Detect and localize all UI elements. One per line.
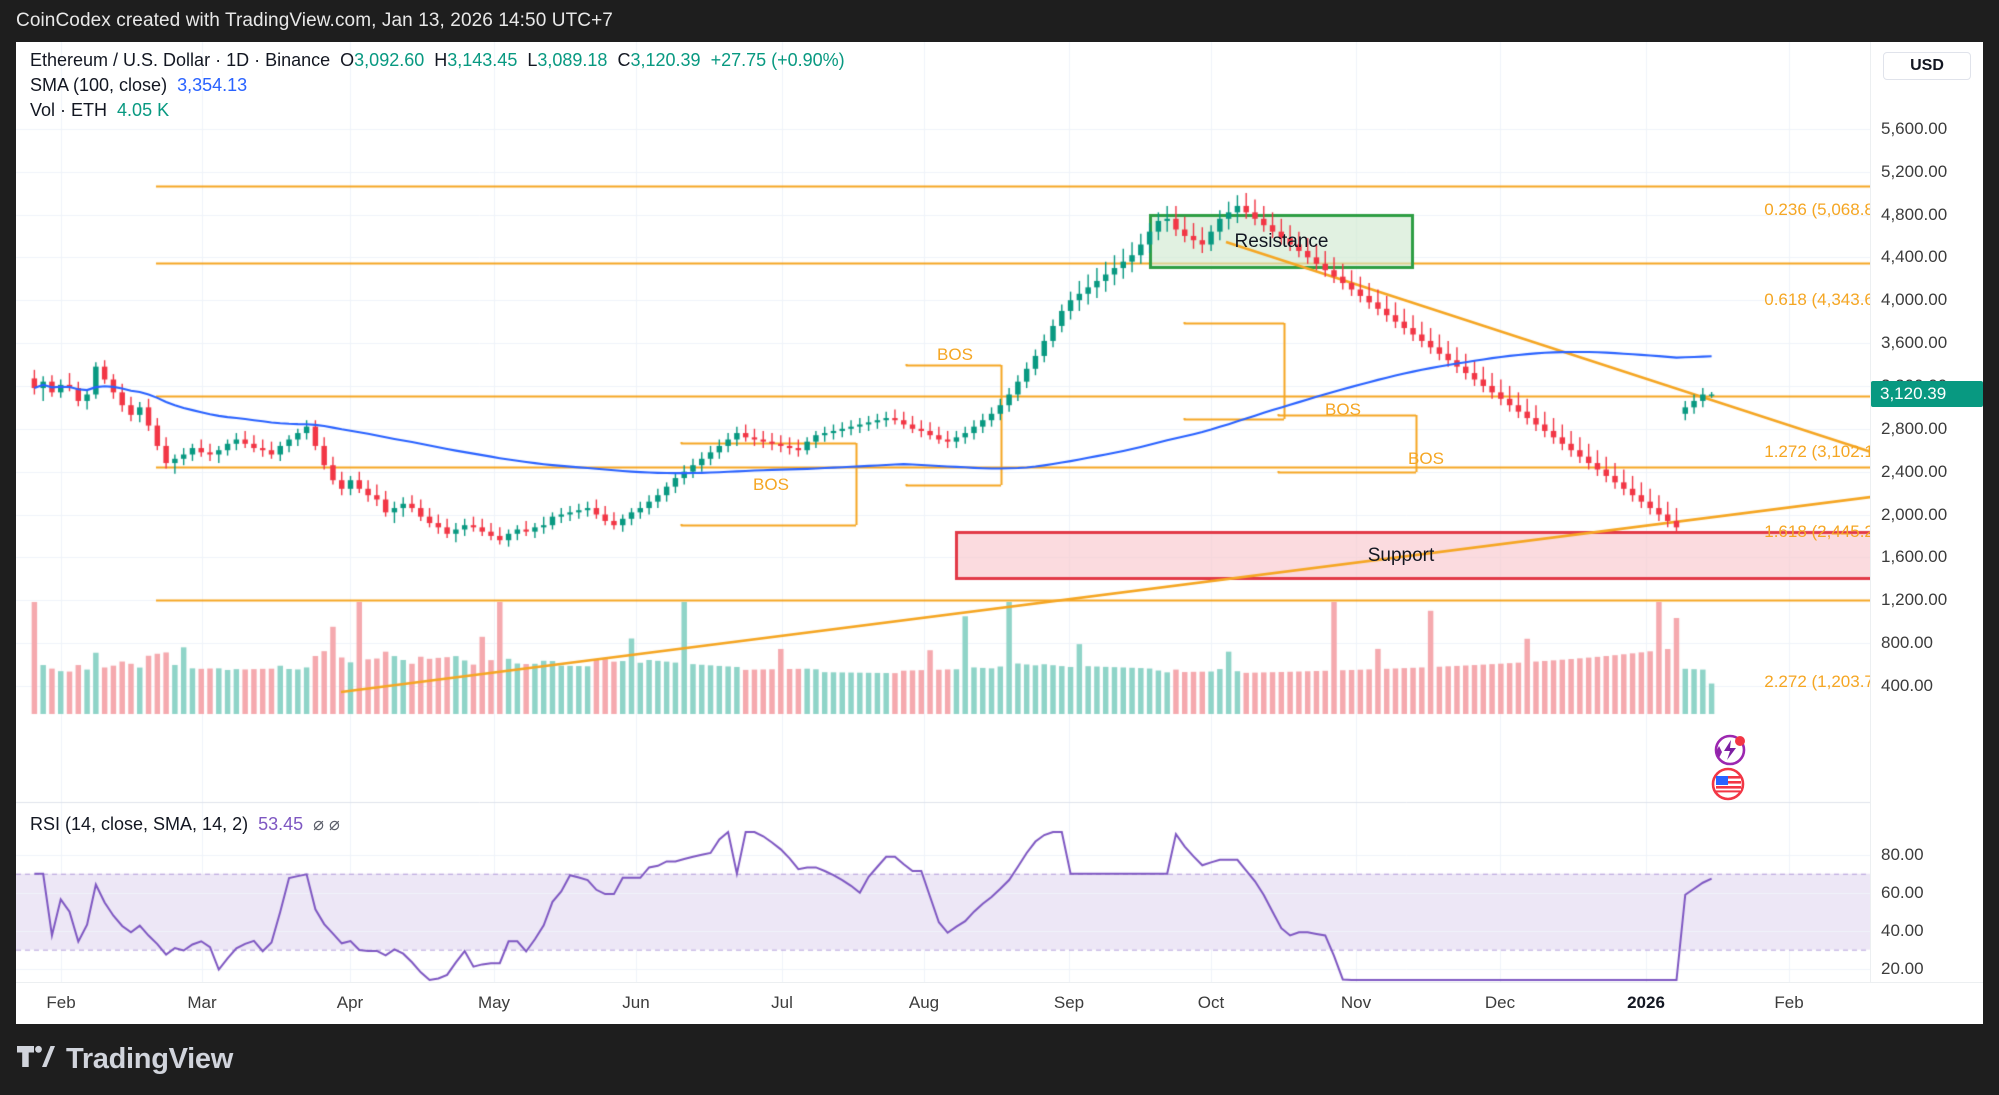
legend-high-label: H	[434, 50, 448, 70]
rsi-legend: RSI (14, close, SMA, 14, 2) 53.45 ⌀ ⌀	[30, 814, 340, 835]
price-tick-9: 2,000.00	[1881, 504, 1948, 524]
price-tick-3: 4,400.00	[1881, 247, 1948, 267]
legend-sep-1: ·	[210, 50, 227, 70]
fib-level-label-1: 0.618 (4,343.64)	[1764, 290, 1870, 309]
time-tick-11: 2026	[1627, 993, 1665, 1012]
support-box-label: Support	[1367, 544, 1435, 566]
bos-label-0: BOS	[753, 475, 789, 494]
time-tick-2: Apr	[336, 993, 364, 1012]
rsi-legend-extra-1: ⌀	[313, 814, 325, 834]
price-tick-13: 400.00	[1881, 675, 1933, 695]
time-scale[interactable]: Feb Mar Apr May Jun Jul Aug Sep Oct Nov Dec 2026 Feb	[16, 982, 1983, 1024]
time-tick-0: Feb	[46, 993, 76, 1012]
fib-level-label-2: 1.272 (3,102.10)	[1764, 442, 1870, 461]
price-tick-12: 800.00	[1881, 633, 1933, 653]
price-scale[interactable]: USD 5,600.00 5,200.00 4,800.00 4,400.00 4,00…	[1870, 42, 1983, 982]
rsi-tick-2: 40.00	[1881, 920, 1924, 940]
rsi-legend-name[interactable]: RSI (14, close, SMA, 14, 2)	[30, 814, 249, 834]
rsi-legend-value: 53.45	[258, 814, 304, 834]
price-tick-8: 2,400.00	[1881, 461, 1948, 481]
chart-legend: Ethereum / U.S. Dollar · 1D · Binance O3…	[30, 48, 845, 123]
rsi-tick-3: 20.00	[1881, 958, 1924, 978]
legend-change-value: +27.75 (+0.90%)	[710, 50, 845, 70]
legend-volume-value: 4.05 K	[117, 100, 170, 120]
chart-card: Ethereum / U.S. Dollar · 1D · Binance O3…	[16, 42, 1983, 1024]
legend-exchange: Binance	[265, 50, 331, 70]
price-tick-4: 4,000.00	[1881, 290, 1948, 310]
legend-ohlc-row: Ethereum / U.S. Dollar · 1D · Binance O3…	[30, 48, 845, 73]
time-tick-4: Jun	[622, 993, 650, 1012]
time-tick-5: Jul	[771, 993, 793, 1012]
legend-sma-value: 3,354.13	[177, 75, 248, 95]
legend-low-label: L	[527, 50, 538, 70]
time-tick-12: Feb	[1774, 993, 1804, 1012]
time-tick-10: Dec	[1484, 993, 1516, 1012]
price-tick-0: 5,600.00	[1881, 118, 1948, 138]
tradingview-footer: TradingView	[0, 1024, 1999, 1095]
time-tick-8: Oct	[1197, 993, 1225, 1012]
bos-label-1: BOS	[937, 345, 973, 364]
bos-label-2: BOS	[1325, 400, 1361, 419]
us-flag-icon[interactable]	[1706, 762, 1750, 807]
resistance-box-label: Resistance	[1234, 230, 1329, 252]
currency-badge[interactable]: USD	[1883, 52, 1971, 80]
legend-low-value: 3,089.18	[537, 50, 608, 70]
price-tick-1: 5,200.00	[1881, 161, 1948, 181]
legend-close-label: C	[617, 50, 631, 70]
legend-interval[interactable]: 1D	[226, 50, 250, 70]
fib-level-label-4: 2.272 (1,203.73)	[1764, 672, 1870, 691]
rsi-tick-0: 80.00	[1881, 844, 1924, 864]
sparkle-bolt-icon[interactable]	[1706, 728, 1750, 777]
fib-level-label-0: 0.236 (5,068.82)	[1764, 200, 1870, 219]
plot-area[interactable]: Ethereum / U.S. Dollar · 1D · Binance O3…	[16, 42, 1870, 982]
price-tick-7: 2,800.00	[1881, 418, 1948, 438]
time-tick-3: May	[477, 993, 511, 1012]
attribution-bar: CoinCodex created with TradingView.com, …	[0, 0, 1999, 42]
rsi-legend-extra-2: ⌀	[329, 814, 340, 834]
legend-sep-2: ·	[249, 50, 266, 70]
legend-high-value: 3,143.45	[447, 50, 518, 70]
time-tick-6: Aug	[908, 993, 940, 1012]
legend-open-label: O	[340, 50, 355, 70]
tradingview-logo-icon	[17, 1042, 55, 1077]
time-tick-7: Sep	[1053, 993, 1085, 1012]
last-price-badge: 3,120.39	[1871, 381, 1983, 408]
legend-close-value: 3,120.39	[630, 50, 701, 70]
floating-icons	[1706, 728, 1752, 802]
price-tick-5: 3,600.00	[1881, 333, 1948, 353]
price-tick-11: 1,200.00	[1881, 590, 1948, 610]
legend-volume-name[interactable]: Vol · ETH	[30, 100, 108, 120]
time-tick-9: Nov	[1340, 993, 1372, 1012]
legend-sma-row: SMA (100, close) 3,354.13	[30, 73, 845, 98]
fib-level-label-3: 1.618 (2,445.27)	[1764, 522, 1870, 541]
legend-volume-row: Vol · ETH 4.05 K	[30, 98, 845, 123]
attribution-text: CoinCodex created with TradingView.com, …	[16, 10, 613, 31]
tradingview-brand-text: TradingView	[66, 1043, 233, 1075]
price-tick-10: 1,600.00	[1881, 547, 1948, 567]
legend-symbol[interactable]: Ethereum / U.S. Dollar	[30, 50, 211, 70]
bos-label-3: BOS	[1408, 449, 1444, 468]
time-tick-1: Mar	[187, 993, 217, 1012]
rsi-tick-1: 60.00	[1881, 882, 1924, 902]
legend-sma-name[interactable]: SMA (100, close)	[30, 75, 168, 95]
legend-open-value: 3,092.60	[354, 50, 425, 70]
price-tick-2: 4,800.00	[1881, 204, 1948, 224]
